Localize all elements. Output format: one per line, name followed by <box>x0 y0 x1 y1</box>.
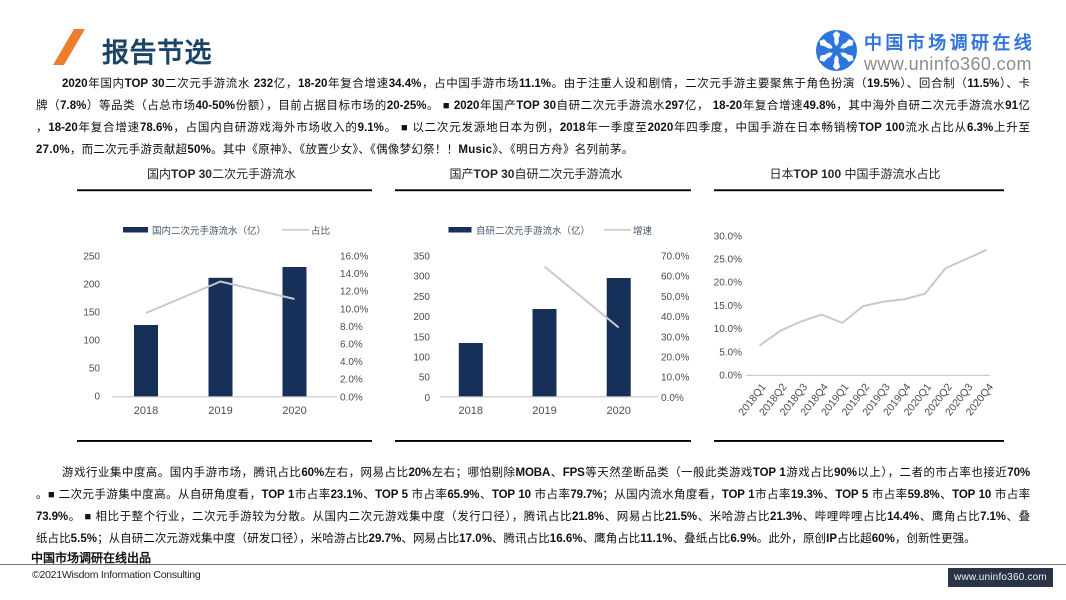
svg-text:250: 250 <box>83 252 100 263</box>
svg-text:200: 200 <box>83 280 100 291</box>
svg-text:2019: 2019 <box>208 405 232 417</box>
svg-text:0.0%: 0.0% <box>661 393 684 404</box>
svg-text:增速: 增速 <box>633 225 653 237</box>
svg-text:150: 150 <box>83 308 100 319</box>
svg-text:10.0%: 10.0% <box>661 373 689 384</box>
svg-text:2018: 2018 <box>134 405 158 417</box>
svg-text:60.0%: 60.0% <box>661 272 689 283</box>
svg-text:40.0%: 40.0% <box>661 312 689 323</box>
svg-text:20.0%: 20.0% <box>714 278 742 289</box>
svg-text:10.0%: 10.0% <box>714 324 742 335</box>
svg-text:50: 50 <box>89 364 101 375</box>
svg-text:6.0%: 6.0% <box>340 340 363 351</box>
svg-text:30.0%: 30.0% <box>714 231 742 242</box>
svg-text:70.0%: 70.0% <box>661 252 689 263</box>
svg-text:占比: 占比 <box>311 225 330 237</box>
svg-text:16.0%: 16.0% <box>340 252 368 263</box>
svg-text:300: 300 <box>413 272 430 283</box>
svg-text:2018: 2018 <box>459 405 483 417</box>
svg-text:5.0%: 5.0% <box>719 347 742 358</box>
svg-text:10.0%: 10.0% <box>340 304 368 315</box>
svg-text:50.0%: 50.0% <box>661 292 689 303</box>
svg-text:自研二次元手游流水（亿）: 自研二次元手游流水（亿） <box>476 225 590 237</box>
svg-text:4.0%: 4.0% <box>340 357 363 368</box>
svg-text:15.0%: 15.0% <box>714 301 742 312</box>
svg-text:100: 100 <box>413 353 430 364</box>
svg-text:0.0%: 0.0% <box>340 392 363 403</box>
svg-text:0: 0 <box>424 393 430 404</box>
svg-text:0: 0 <box>94 392 100 403</box>
svg-text:14.0%: 14.0% <box>340 269 368 280</box>
svg-text:8.0%: 8.0% <box>340 322 363 333</box>
svg-text:150: 150 <box>413 332 430 343</box>
svg-text:20.0%: 20.0% <box>661 353 689 364</box>
svg-text:250: 250 <box>413 292 430 303</box>
svg-text:200: 200 <box>413 312 430 323</box>
svg-text:12.0%: 12.0% <box>340 287 368 298</box>
svg-text:2019: 2019 <box>532 405 556 417</box>
svg-text:50: 50 <box>419 373 431 384</box>
svg-text:350: 350 <box>413 252 430 263</box>
svg-text:国内二次元手游流水（亿）: 国内二次元手游流水（亿） <box>152 225 266 237</box>
svg-text:0.0%: 0.0% <box>719 371 742 382</box>
svg-text:2.0%: 2.0% <box>340 375 363 386</box>
svg-text:100: 100 <box>83 336 100 347</box>
svg-text:2020: 2020 <box>606 405 630 417</box>
svg-text:2020: 2020 <box>282 405 306 417</box>
svg-text:25.0%: 25.0% <box>714 255 742 266</box>
svg-text:30.0%: 30.0% <box>661 332 689 343</box>
